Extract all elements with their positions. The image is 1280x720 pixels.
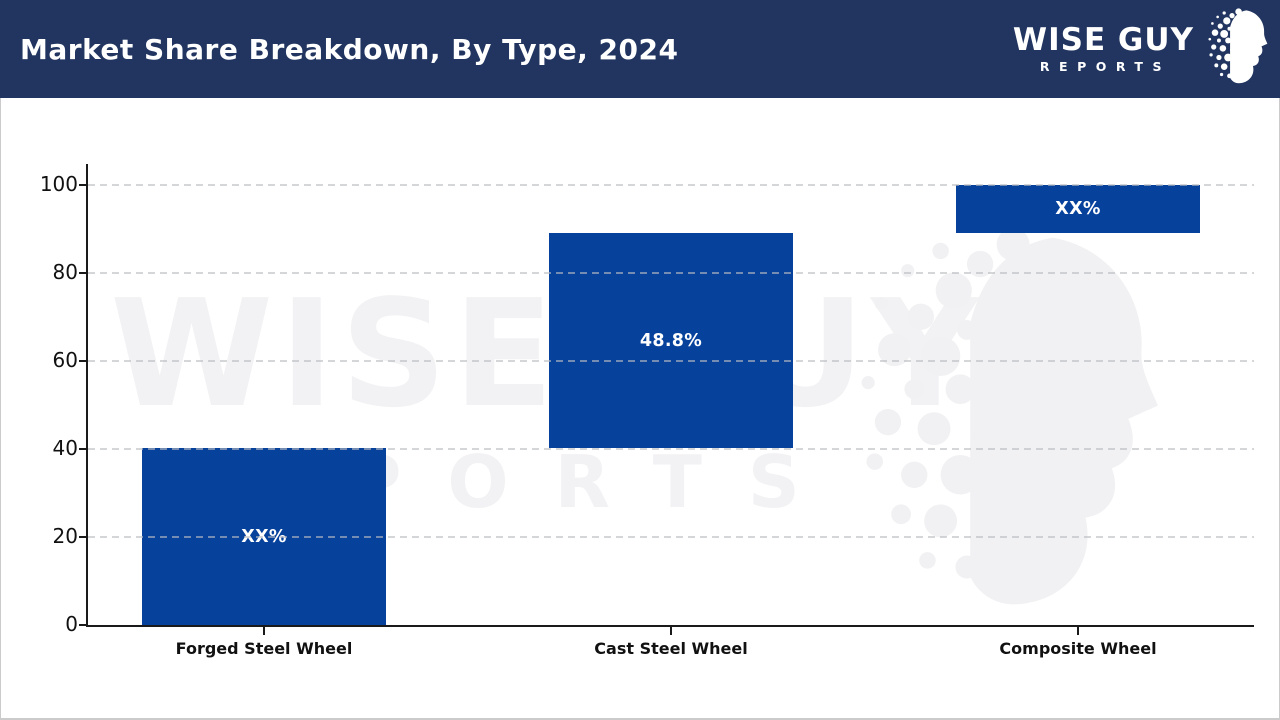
brand-name: WISE GUY [1012, 21, 1194, 58]
watermark-face-icon [806, 218, 1174, 646]
x-tick-mark [670, 627, 672, 635]
page-edge-left [0, 98, 1, 720]
y-tick-label: 60 [52, 348, 78, 372]
brand-face-icon [1198, 6, 1270, 92]
page-edge-bottom [0, 718, 1280, 720]
watermark-brand-text: WISE GUY [110, 268, 985, 440]
y-axis-spine [86, 164, 88, 627]
category-label: Cast Steel Wheel [594, 639, 748, 658]
brand-subtitle: REPORTS [1039, 59, 1171, 75]
y-tick-label: 100 [39, 172, 78, 196]
brand-logo: WISE GUY REPORTS [1013, 6, 1280, 92]
y-tick-mark [79, 272, 87, 274]
category-label: Forged Steel Wheel [175, 639, 353, 658]
bar-value-label: 48.8% [639, 330, 703, 351]
category-label: Composite Wheel [999, 639, 1157, 658]
gridline [88, 360, 1254, 362]
page-title: Market Share Breakdown, By Type, 2024 [20, 32, 679, 66]
y-tick-mark [79, 624, 87, 626]
gridline [88, 448, 1254, 450]
y-tick-mark [79, 360, 87, 362]
bar-value-label: XX% [1055, 199, 1101, 220]
gridline [88, 184, 1254, 186]
brand-logo-text: WISE GUY REPORTS [1013, 24, 1194, 75]
header-bar: Market Share Breakdown, By Type, 2024 WI… [0, 0, 1280, 98]
y-tick-label: 40 [52, 436, 78, 460]
bar: 48.8% [549, 233, 793, 449]
y-tick-mark [79, 184, 87, 186]
x-tick-mark [1077, 627, 1079, 635]
y-tick-mark [79, 448, 87, 450]
y-tick-label: 20 [52, 524, 78, 548]
x-tick-mark [263, 627, 265, 635]
gridline [88, 536, 1254, 538]
y-tick-label: 0 [65, 612, 78, 636]
x-axis-spine [86, 625, 1254, 627]
y-tick-label: 80 [52, 260, 78, 284]
y-tick-mark [79, 536, 87, 538]
gridline [88, 272, 1254, 274]
bar: XX% [956, 185, 1200, 234]
